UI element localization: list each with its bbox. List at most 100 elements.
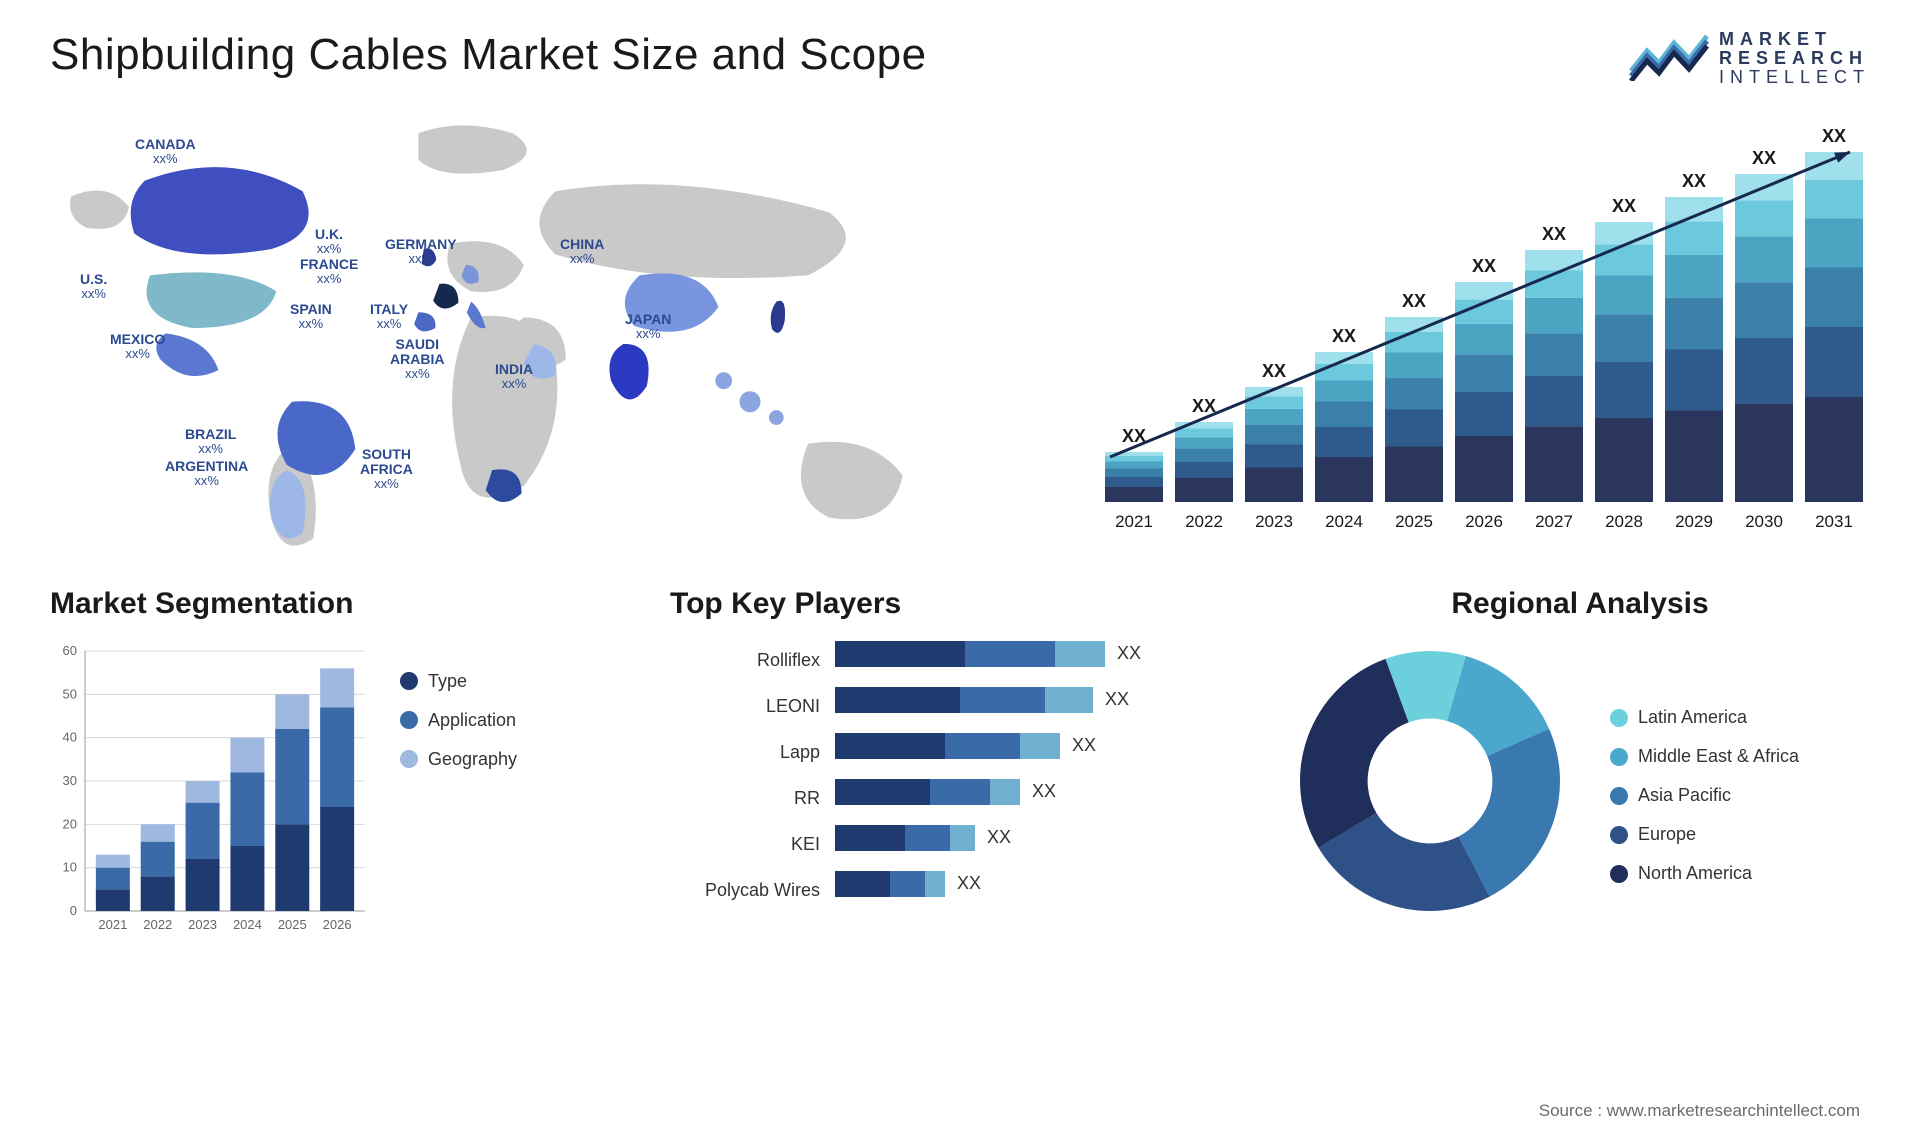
player-bar-segment [960,687,1045,713]
svg-text:2026: 2026 [1465,512,1503,531]
svg-text:10: 10 [63,859,77,874]
player-bar-segment [890,871,925,897]
svg-text:XX: XX [1822,126,1846,146]
player-bar-segment [905,825,950,851]
growth-chart-svg: XX2021XX2022XX2023XX2024XX2025XX2026XX20… [1090,107,1870,547]
map-label: SOUTHAFRICAxx% [360,447,413,492]
map-label: FRANCExx% [300,257,358,287]
page-title: Shipbuilding Cables Market Size and Scop… [50,30,927,80]
map-label: ITALYxx% [370,302,408,332]
svg-text:2022: 2022 [143,917,172,932]
map-label: GERMANYxx% [385,237,457,267]
world-map-svg [50,107,1050,570]
player-value: XX [987,827,1011,848]
map-label: INDIAxx% [495,362,533,392]
legend-dot-icon [400,711,418,729]
players-panel: Top Key Players RolliflexLEONILappRRKEIP… [670,587,1250,987]
svg-text:XX: XX [1262,361,1286,381]
player-bar-segment [835,779,930,805]
svg-text:20: 20 [63,816,77,831]
player-value: XX [1072,735,1096,756]
legend-item: North America [1610,863,1799,884]
map-label: CHINAxx% [560,237,604,267]
svg-text:XX: XX [1332,326,1356,346]
player-value: XX [1032,781,1056,802]
svg-text:2023: 2023 [188,917,217,932]
legend-item: Latin America [1610,707,1799,728]
player-bar-segment [965,641,1055,667]
brand-logo: MARKET RESEARCH INTELLECT [1629,30,1870,87]
player-name: RR [794,785,820,811]
legend-label: Application [428,710,516,731]
legend-item: Middle East & Africa [1610,746,1799,767]
player-bar-segment [835,687,960,713]
player-bars: XXXXXXXXXXXX [835,641,1250,897]
svg-text:2029: 2029 [1675,512,1713,531]
svg-text:2025: 2025 [278,917,307,932]
svg-text:XX: XX [1752,148,1776,168]
legend-item: Asia Pacific [1610,785,1799,806]
svg-text:2021: 2021 [98,917,127,932]
player-value: XX [1117,643,1141,664]
regional-donut-svg [1290,641,1570,921]
map-label: ARGENTINAxx% [165,459,248,489]
player-name: Rolliflex [757,647,820,673]
player-bar [835,779,1020,805]
map-label: U.K.xx% [315,227,343,257]
svg-text:XX: XX [1542,224,1566,244]
player-name: KEI [791,831,820,857]
svg-text:XX: XX [1612,196,1636,216]
legend-label: Europe [1638,824,1696,845]
legend-label: Latin America [1638,707,1747,728]
logo-icon [1629,31,1709,86]
regional-title: Regional Analysis [1290,587,1870,621]
player-bar-segment [945,733,1020,759]
segmentation-panel: Market Segmentation 01020304050602021202… [50,587,630,987]
player-bar-segment [950,825,975,851]
svg-text:0: 0 [70,903,77,918]
legend-item: Application [400,710,517,731]
legend-label: North America [1638,863,1752,884]
player-bar [835,687,1093,713]
players-title: Top Key Players [670,587,1250,621]
player-labels: RolliflexLEONILappRRKEIPolycab Wires [670,641,820,903]
player-name: Lapp [780,739,820,765]
player-bar-segment [835,871,890,897]
player-bar-segment [1020,733,1060,759]
segmentation-chart-svg: 0102030405060202120222023202420252026 [50,641,370,941]
svg-text:2022: 2022 [1185,512,1223,531]
regional-legend: Latin America Middle East & Africa Asia Pa… [1610,677,1799,884]
svg-text:2027: 2027 [1535,512,1573,531]
legend-dot-icon [1610,826,1628,844]
map-label: SPAINxx% [290,302,332,332]
logo-text: MARKET RESEARCH INTELLECT [1719,30,1870,87]
player-bar [835,641,1105,667]
legend-label: Geography [428,749,517,770]
svg-text:2026: 2026 [323,917,352,932]
svg-text:XX: XX [1682,171,1706,191]
legend-label: Middle East & Africa [1638,746,1799,767]
segmentation-legend: TypeApplicationGeography [400,641,517,770]
player-name: Polycab Wires [705,877,820,903]
legend-dot-icon [1610,709,1628,727]
legend-item: Geography [400,749,517,770]
player-value: XX [957,873,981,894]
svg-text:XX: XX [1192,396,1216,416]
player-bar-segment [1055,641,1105,667]
svg-text:2031: 2031 [1815,512,1853,531]
legend-item: Europe [1610,824,1799,845]
growth-chart-panel: XX2021XX2022XX2023XX2024XX2025XX2026XX20… [1090,107,1870,547]
map-label: BRAZILxx% [185,427,236,457]
svg-text:2028: 2028 [1605,512,1643,531]
world-map-panel: CANADAxx%U.S.xx%MEXICOxx%BRAZILxx%ARGENT… [50,107,1050,547]
svg-text:2030: 2030 [1745,512,1783,531]
svg-text:2024: 2024 [1325,512,1363,531]
player-bar-segment [835,641,965,667]
map-label: SAUDIARABIAxx% [390,337,444,382]
player-row: XX [835,733,1250,759]
map-label: MEXICOxx% [110,332,165,362]
svg-text:2024: 2024 [233,917,262,932]
segmentation-title: Market Segmentation [50,587,630,621]
svg-text:50: 50 [63,686,77,701]
player-bar [835,825,975,851]
